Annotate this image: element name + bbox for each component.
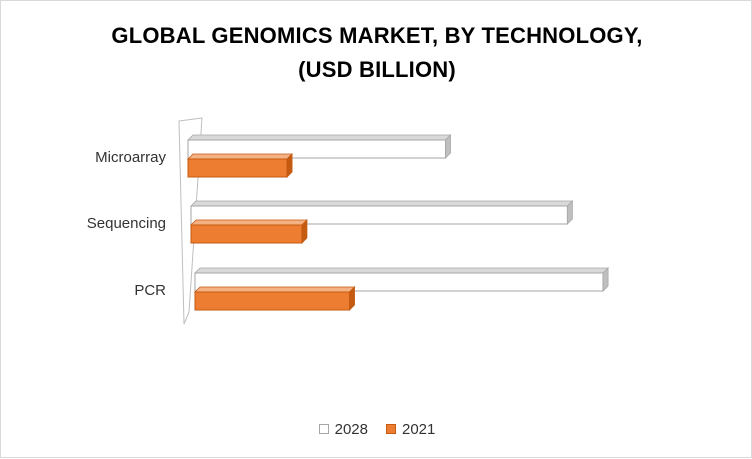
legend-item-2021: 2021	[386, 421, 435, 438]
bar-sequencing-2021-end	[301, 219, 308, 244]
chart-legend: 2028 2021	[1, 419, 752, 439]
bar-pcr-2021-top	[194, 286, 356, 293]
bar-sequencing-2028-top	[190, 200, 574, 207]
bar-sequencing-2021	[190, 224, 303, 244]
category-label-pcr: PCR	[134, 282, 166, 299]
bar-microarray-2021-end	[286, 153, 293, 178]
bar-pcr-2028-top	[194, 267, 610, 274]
chart-title-line-2: (USD BILLION)	[298, 57, 456, 82]
bar-microarray-2028-end	[445, 134, 451, 159]
category-label-microarray: Microarray	[95, 149, 166, 166]
legend-swatch-2021	[386, 424, 396, 434]
bar-microarray-2021-top	[187, 153, 294, 160]
bar-sequencing-2028-end	[566, 200, 573, 225]
chart-title: GLOBAL GENOMICS MARKET, BY TECHNOLOGY, (…	[1, 19, 752, 87]
legend-swatch-2028	[318, 424, 329, 434]
bar-pcr-2028-end	[602, 267, 609, 292]
bar-microarray-2021	[187, 158, 288, 178]
legend-item-2028: 2028	[318, 420, 368, 438]
bar-microarray-2028-top	[187, 134, 452, 141]
bar-sequencing-2021-top	[190, 219, 308, 226]
legend-label-2028: 2028	[334, 420, 368, 438]
legend-label-2021: 2021	[402, 420, 436, 438]
bar-pcr-2021	[194, 291, 351, 311]
chart-title-line-1: GLOBAL GENOMICS MARKET, BY TECHNOLOGY,	[111, 23, 643, 48]
bar-pcr-2021-end	[349, 286, 355, 311]
category-label-sequencing: Sequencing	[87, 215, 166, 232]
